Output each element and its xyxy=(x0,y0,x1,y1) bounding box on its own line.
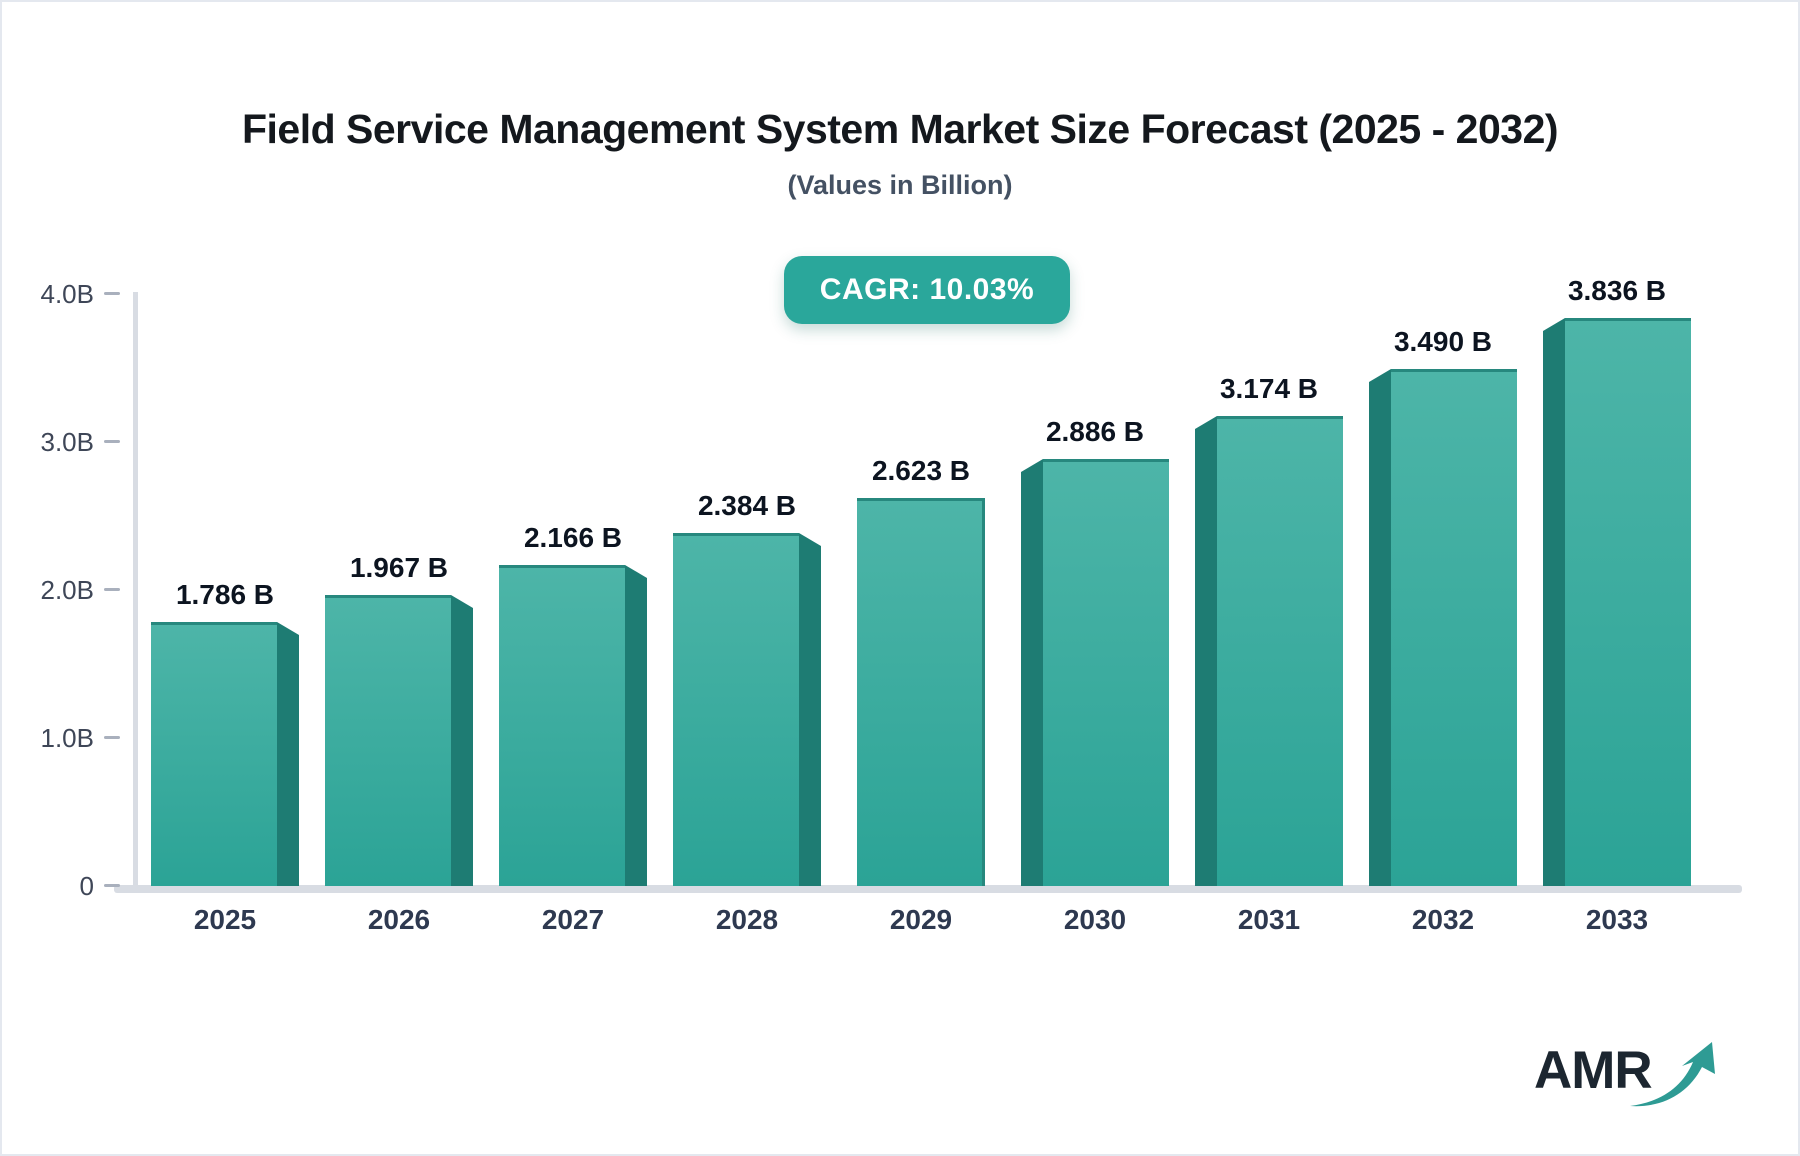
cagr-badge: CAGR: 10.03% xyxy=(784,256,1070,324)
bar-side-3d xyxy=(451,595,473,886)
x-tick-label-2025: 2025 xyxy=(193,904,257,935)
bar-face xyxy=(151,622,277,886)
y-tick-label-0: 0 xyxy=(79,871,94,901)
y-tick-label-2.0B: 2.0B xyxy=(40,575,95,605)
x-axis-line xyxy=(114,885,1742,893)
bar-side-3d xyxy=(1195,416,1217,886)
bar-face xyxy=(1043,459,1169,886)
bar-2026 xyxy=(325,595,473,886)
x-tick-label-2033: 2033 xyxy=(1585,904,1649,935)
bar-face xyxy=(673,533,799,886)
bar-side-3d xyxy=(277,622,299,886)
bar-2025 xyxy=(151,622,299,886)
bar-value-label-2033: 3.836 B xyxy=(1567,275,1667,306)
bar-face xyxy=(499,565,625,886)
y-tick-mark-3.0B xyxy=(104,440,120,443)
y-tick-label-1.0B: 1.0B xyxy=(40,723,95,753)
y-tick-mark-2.0B xyxy=(104,588,120,591)
bar-2027 xyxy=(499,565,647,886)
bar-2031 xyxy=(1195,416,1343,886)
x-tick-label-2027: 2027 xyxy=(541,904,605,935)
bar-value-label-2030: 2.886 B xyxy=(1045,416,1145,447)
bar-2032 xyxy=(1369,369,1517,886)
bar-side-3d xyxy=(1543,318,1565,886)
chart-title: Field Service Management System Market S… xyxy=(241,106,1559,152)
y-tick-mark-0 xyxy=(104,884,120,887)
bar-side-3d xyxy=(799,533,821,886)
bar-face xyxy=(325,595,451,886)
bar-value-label-2028: 2.384 B xyxy=(697,490,797,521)
bar-face xyxy=(1217,416,1343,886)
y-tick-label-4.0B: 4.0B xyxy=(40,279,95,309)
amr-logo-text: AMR xyxy=(1534,1041,1653,1100)
bar-value-label-2029: 2.623 B xyxy=(871,455,971,486)
bar-side-3d xyxy=(1021,459,1043,886)
x-tick-label-2028: 2028 xyxy=(715,904,779,935)
x-tick-label-2029: 2029 xyxy=(889,904,953,935)
bar-value-label-2027: 2.166 B xyxy=(523,522,623,553)
y-tick-mark-1.0B xyxy=(104,736,120,739)
growth-arrow-icon xyxy=(1630,1042,1715,1107)
x-tick-label-2030: 2030 xyxy=(1063,904,1127,935)
bar-2029 xyxy=(857,498,985,886)
amr-logo: AMR xyxy=(1534,1040,1724,1120)
bar-value-label-2031: 3.174 B xyxy=(1219,373,1319,404)
bar-face xyxy=(1565,318,1691,886)
y-axis-line xyxy=(133,292,138,893)
bar-side-3d xyxy=(1369,369,1391,886)
bar-face xyxy=(857,498,985,886)
x-tick-label-2026: 2026 xyxy=(367,904,431,935)
bar-2033 xyxy=(1543,318,1691,886)
cagr-badge-label: CAGR: 10.03% xyxy=(819,273,1035,306)
bar-value-label-2026: 1.967 B xyxy=(349,552,449,583)
x-tick-label-2032: 2032 xyxy=(1411,904,1475,935)
bar-2030 xyxy=(1021,459,1169,886)
x-tick-label-2031: 2031 xyxy=(1237,904,1301,935)
bar-face xyxy=(1391,369,1517,886)
bar-value-label-2025: 1.786 B xyxy=(175,579,275,610)
y-tick-label-3.0B: 3.0B xyxy=(40,427,95,457)
chart-subtitle: (Values in Billion) xyxy=(787,170,1013,200)
bar-2028 xyxy=(673,533,821,886)
bar-value-label-2032: 3.490 B xyxy=(1393,326,1493,357)
y-tick-mark-4.0B xyxy=(104,292,120,295)
bar-side-3d xyxy=(625,565,647,886)
